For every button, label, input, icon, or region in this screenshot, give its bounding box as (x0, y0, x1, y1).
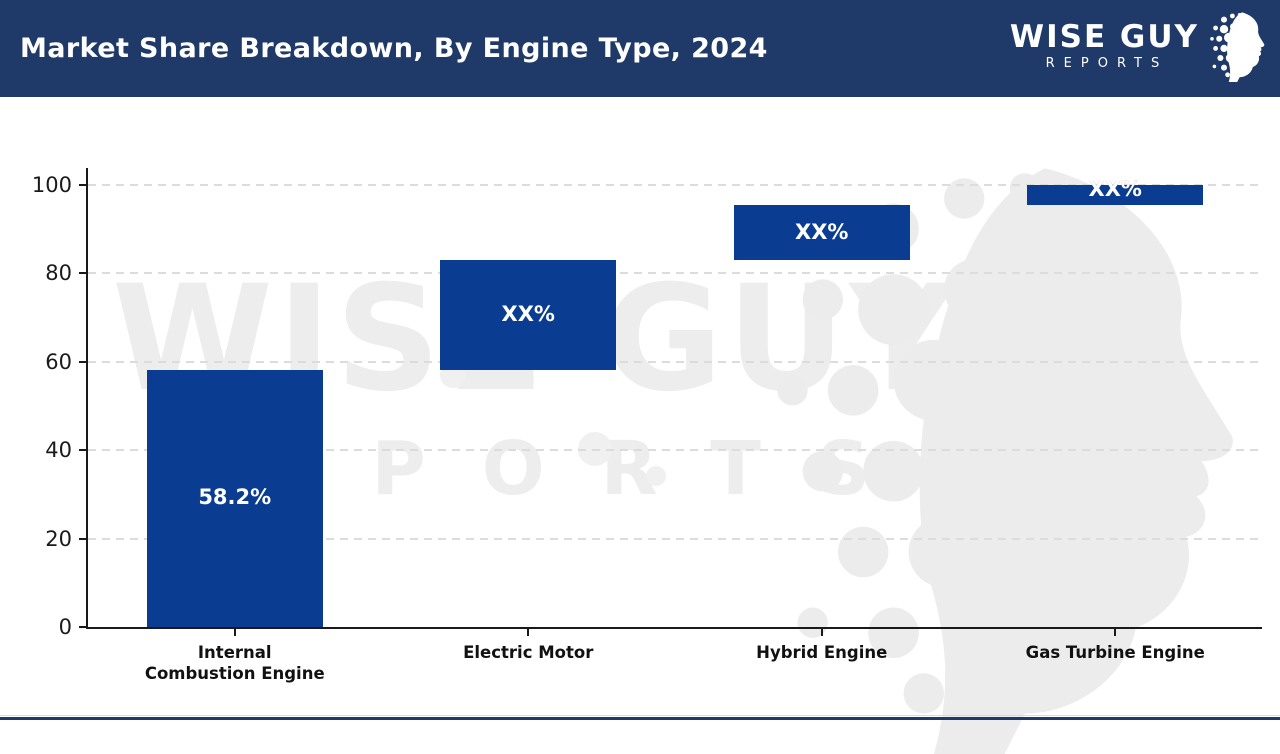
watermark-dot (578, 432, 612, 466)
x-axis-tick (233, 629, 236, 636)
chart-page: WISE GUY REPORTS Market Share Breakdown,… (0, 0, 1280, 720)
x-axis-tick (820, 629, 823, 636)
footer-bar (0, 717, 1280, 720)
y-axis-line (86, 168, 88, 629)
x-axis-tick-label: Hybrid Engine (756, 643, 888, 662)
bar-segment (146, 369, 323, 627)
y-axis-tick-label: 20 (45, 526, 72, 551)
x-axis-tick-label: Internal Combustion Engine (144, 643, 325, 684)
header: Market Share Breakdown, By Engine Type, … (0, 0, 1280, 97)
watermark-dot (646, 466, 666, 486)
gridline (88, 449, 1262, 452)
y-axis-tick (79, 272, 86, 275)
y-axis-tick (79, 449, 86, 452)
bar-segment (733, 204, 910, 261)
y-axis-tick-label: 40 (45, 438, 72, 463)
y-axis-tick-label: 60 (45, 349, 72, 374)
gridline (88, 360, 1262, 363)
bar-label: 58.2% (198, 485, 272, 510)
logo-wordmark: WISE GUY (1009, 19, 1199, 56)
x-axis-tick (1114, 629, 1117, 636)
bar-label: XX% (1088, 176, 1142, 201)
logo-text: WISE GUY REPORTS (1009, 19, 1199, 71)
wiseguy-logo: WISE GUY REPORTS (1010, 8, 1266, 84)
page-title: Market Share Breakdown, By Engine Type, … (20, 33, 768, 64)
y-axis-tick (79, 184, 86, 186)
y-axis-tick-label: 0 (58, 615, 72, 639)
x-axis-tick-label: Gas Turbine Engine (1025, 643, 1205, 662)
gridline (88, 537, 1262, 540)
gridline (88, 184, 1262, 186)
logo-subtitle: REPORTS (1045, 55, 1169, 71)
footer-divider (0, 715, 1280, 716)
y-axis-tick (79, 537, 86, 540)
x-axis-line (86, 627, 1262, 629)
y-axis-tick-label: 100 (31, 173, 72, 197)
wiseguy-head-icon (1206, 8, 1266, 84)
bar-segment (440, 260, 617, 370)
bar-segment (1027, 185, 1204, 205)
bar-label: XX% (795, 219, 849, 244)
y-axis-tick (79, 626, 86, 628)
x-axis-tick-label: Electric Motor (463, 643, 594, 662)
y-axis-tick (79, 360, 86, 363)
bar-label: XX% (501, 301, 555, 326)
x-axis-tick (527, 629, 530, 636)
y-axis-tick-label: 80 (45, 261, 72, 286)
gridline (88, 272, 1262, 275)
